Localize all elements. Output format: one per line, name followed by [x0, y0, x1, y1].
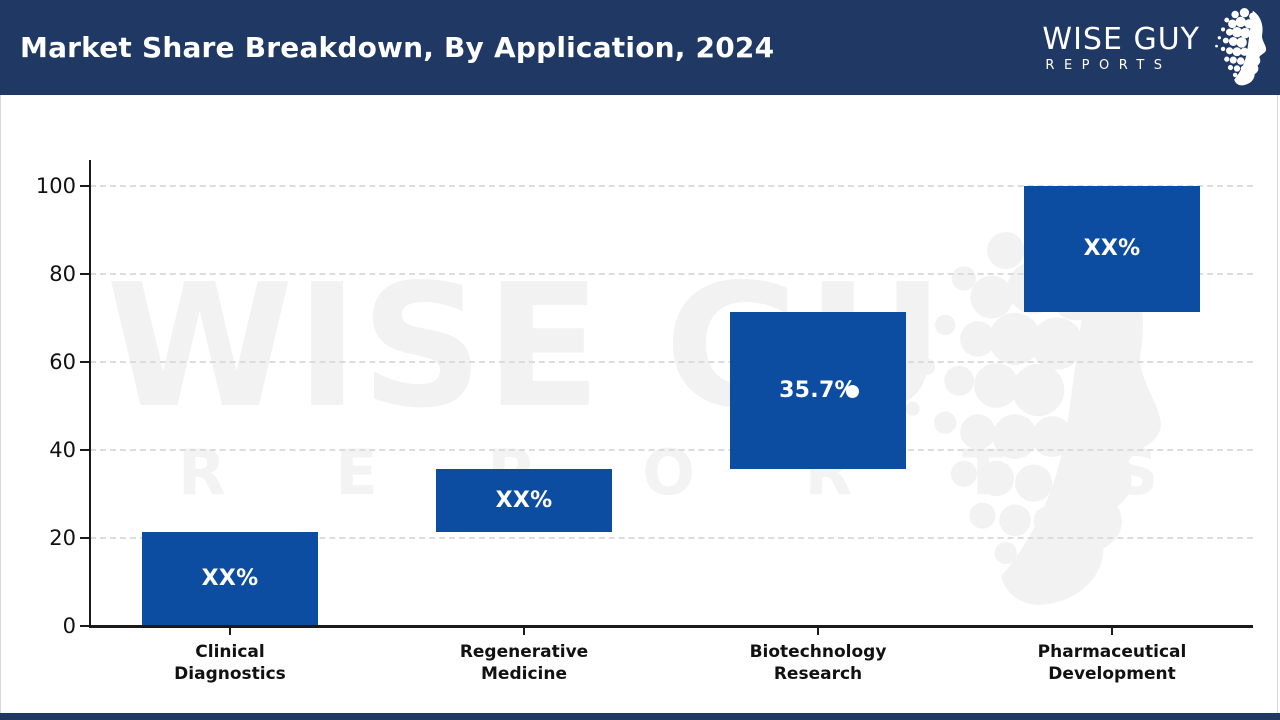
bar-regenerative-medicine: XX%	[436, 468, 612, 532]
wiseguy-logo-line1: WISE GUY	[1042, 21, 1200, 57]
footer-bar	[0, 713, 1280, 720]
bar-value-label: XX%	[1083, 236, 1141, 262]
x-tick-mark-1	[523, 627, 525, 635]
y-tick-mark-0	[80, 625, 89, 627]
wiseguy-logo-text: WISE GUY REPORTS	[1042, 21, 1200, 73]
x-category-label-1: Regenerative Medicine	[459, 642, 589, 685]
y-tick-mark-100	[80, 185, 89, 187]
watermark-dot-on-bar	[846, 385, 859, 398]
wiseguy-logo: WISE GUY REPORTS	[1042, 6, 1270, 90]
x-category-label-2: Biotechnology Research	[749, 642, 887, 685]
bar-value-label: XX%	[495, 487, 553, 513]
y-tick-label-40: 40	[49, 438, 76, 462]
gridline-20	[90, 537, 1253, 539]
y-tick-mark-20	[80, 537, 89, 539]
header-bar: Market Share Breakdown, By Application, …	[0, 0, 1280, 95]
y-tick-label-60: 60	[49, 350, 76, 374]
bar-pharmaceutical-development: XX%	[1024, 186, 1200, 312]
gridline-100	[90, 185, 1253, 187]
bar-value-label: XX%	[201, 566, 259, 592]
bar-clinical-diagnostics: XX%	[142, 531, 318, 626]
bar-value-label: 35.7%	[779, 377, 857, 403]
y-tick-mark-60	[80, 361, 89, 363]
x-category-label-0: Clinical Diagnostics	[174, 642, 286, 685]
gridline-60	[90, 361, 1253, 363]
wiseguy-logo-line2: REPORTS	[1045, 57, 1172, 73]
x-tick-mark-0	[229, 627, 231, 635]
y-tick-mark-80	[80, 273, 89, 275]
y-tick-mark-40	[80, 449, 89, 451]
bar-biotechnology-research: 35.7%	[730, 311, 906, 469]
x-tick-mark-2	[817, 627, 819, 635]
y-axis-line	[89, 160, 92, 628]
content-frame	[0, 95, 1278, 713]
y-tick-label-100: 100	[35, 174, 76, 198]
page-title: Market Share Breakdown, By Application, …	[20, 31, 775, 64]
x-axis-line	[89, 625, 1253, 628]
x-tick-mark-3	[1111, 627, 1113, 635]
gridline-40	[90, 449, 1253, 451]
x-category-label-3: Pharmaceutical Development	[1037, 642, 1187, 685]
y-tick-label-20: 20	[49, 526, 76, 550]
y-tick-label-0: 0	[62, 614, 76, 638]
gridline-80	[90, 273, 1253, 275]
y-tick-label-80: 80	[49, 262, 76, 286]
